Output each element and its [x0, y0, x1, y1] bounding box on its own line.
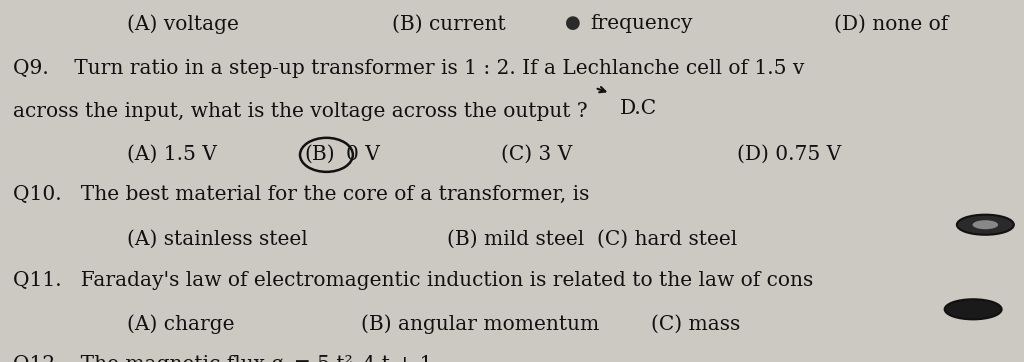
Text: Q9.    Turn ratio in a step-up transformer is 1 : 2. If a Lechlanche cell of 1.5: Q9. Turn ratio in a step-up transformer … — [13, 59, 805, 78]
Circle shape — [973, 220, 998, 229]
Text: D.C: D.C — [621, 98, 657, 118]
Circle shape — [945, 299, 1001, 319]
Text: (C) mass: (C) mass — [651, 314, 740, 333]
Text: Q11.   Faraday's law of electromagentic induction is related to the law of cons: Q11. Faraday's law of electromagentic in… — [13, 271, 813, 290]
Text: frequency: frequency — [590, 14, 692, 33]
Text: 0 V: 0 V — [346, 145, 380, 164]
Text: (C) 3 V: (C) 3 V — [502, 145, 572, 164]
Text: (A) voltage: (A) voltage — [127, 14, 239, 34]
Circle shape — [956, 215, 1014, 235]
Text: (B): (B) — [304, 145, 335, 164]
Text: across the input, what is the voltage across the output ?: across the input, what is the voltage ac… — [13, 102, 588, 121]
Text: (D) 0.75 V: (D) 0.75 V — [737, 145, 842, 164]
Text: Q12.   The magnetic flux øᵢ = 5 t²–4 t + 1: Q12. The magnetic flux øᵢ = 5 t²–4 t + 1 — [13, 355, 433, 362]
Text: (B) mild steel  (C) hard steel: (B) mild steel (C) hard steel — [447, 230, 737, 248]
Text: (D) none of: (D) none of — [834, 14, 948, 33]
Text: (A) charge: (A) charge — [127, 314, 234, 334]
Text: (B) angular momentum: (B) angular momentum — [361, 314, 599, 334]
Text: (B) current: (B) current — [391, 14, 505, 33]
Text: Q10.   The best material for the core of a transformer, is: Q10. The best material for the core of a… — [13, 185, 590, 204]
Text: ●: ● — [565, 14, 582, 32]
Text: (A) stainless steel: (A) stainless steel — [127, 230, 308, 248]
Text: (A) 1.5 V: (A) 1.5 V — [127, 145, 217, 164]
